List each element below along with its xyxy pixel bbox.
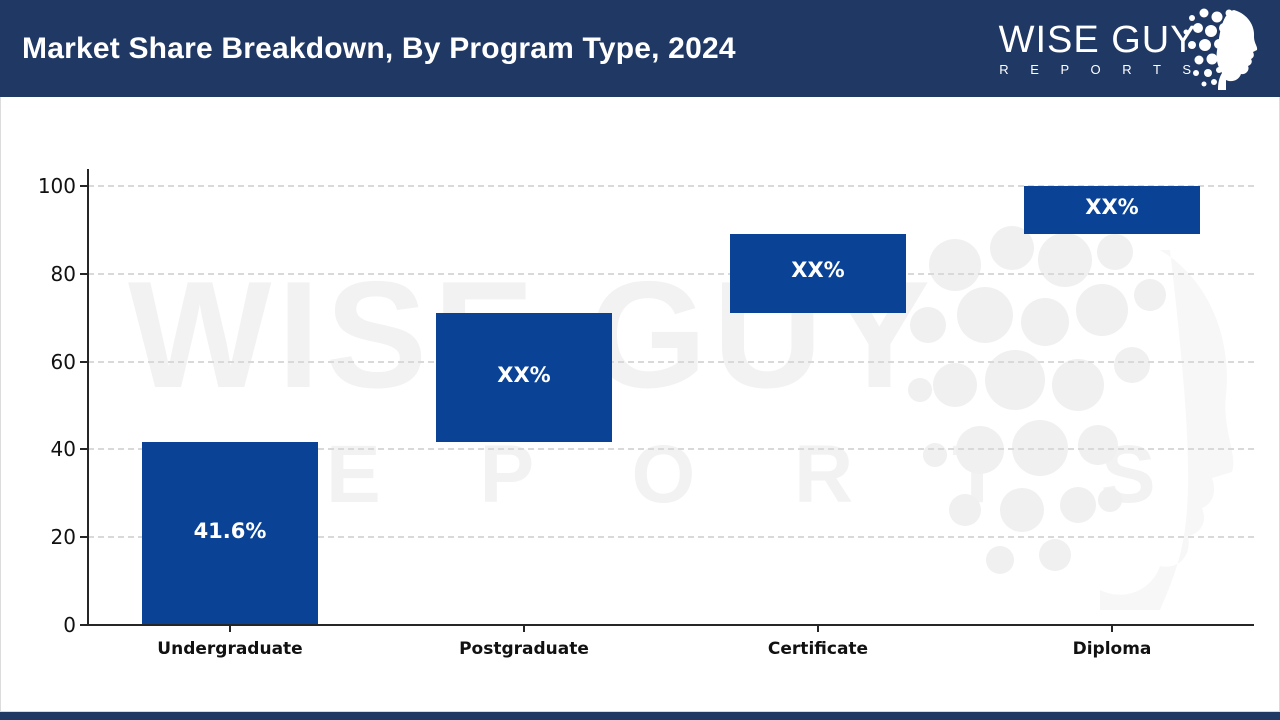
y-tick-label-80: 80	[50, 261, 76, 286]
wise-guy-reports-logo: WISE GUY R E P O R T S	[995, 4, 1266, 94]
x-tick-diploma	[1111, 625, 1113, 632]
bar-postgraduate	[436, 312, 612, 443]
x-tick-certificate	[817, 625, 819, 632]
x-tick-label-undergraduate: Undergraduate	[157, 639, 303, 659]
watermark-dotted-head-graphic	[908, 226, 1234, 610]
chart-title: Market Share Breakdown, By Program Type,…	[22, 31, 736, 65]
logo-wordmark: WISE GUY R E P O R T S	[995, 18, 1200, 78]
image-bottom-border	[0, 711, 1280, 712]
gridline-20	[88, 536, 1254, 539]
x-tick-undergraduate	[229, 625, 231, 632]
logo-dotted-head-icon	[1183, 8, 1258, 90]
y-tick-40	[80, 448, 87, 451]
bar-diploma	[1024, 186, 1200, 234]
header-bar: Market Share Breakdown, By Program Type,…	[0, 0, 1280, 97]
x-tick-label-diploma: Diploma	[1072, 639, 1152, 659]
footer-bar	[0, 712, 1280, 720]
logo-line2: R E P O R T S	[999, 62, 1200, 78]
y-tick-label-60: 60	[50, 349, 76, 374]
y-axis-spine	[87, 169, 89, 625]
y-tick-80	[80, 272, 87, 275]
y-tick-100	[80, 185, 87, 187]
y-tick-label-20: 20	[50, 525, 76, 550]
logo-line1: WISE GUY	[998, 18, 1197, 61]
x-tick-postgraduate	[523, 625, 525, 632]
bar-undergraduate	[142, 442, 318, 625]
bar-label-postgraduate: XX%	[497, 362, 551, 387]
bar-label-diploma: XX%	[1085, 194, 1139, 219]
x-tick-label-certificate: Certificate	[767, 639, 869, 659]
y-tick-60	[80, 360, 87, 363]
bar-label-certificate: XX%	[791, 258, 845, 283]
gridline-60	[88, 360, 1254, 363]
y-tick-label-40: 40	[50, 437, 76, 462]
y-tick-label-0: 0	[63, 613, 76, 637]
x-tick-label-postgraduate: Postgraduate	[459, 639, 589, 659]
y-tick-label-100: 100	[37, 174, 76, 198]
y-tick-20	[80, 536, 87, 539]
x-axis-spine	[87, 624, 1254, 626]
bar-certificate	[730, 233, 906, 313]
y-tick-0	[80, 624, 87, 626]
bar-label-undergraduate: 41.6%	[193, 518, 267, 543]
gridline-40	[88, 448, 1254, 451]
gridline-80	[88, 272, 1254, 275]
gridline-100	[88, 185, 1254, 187]
